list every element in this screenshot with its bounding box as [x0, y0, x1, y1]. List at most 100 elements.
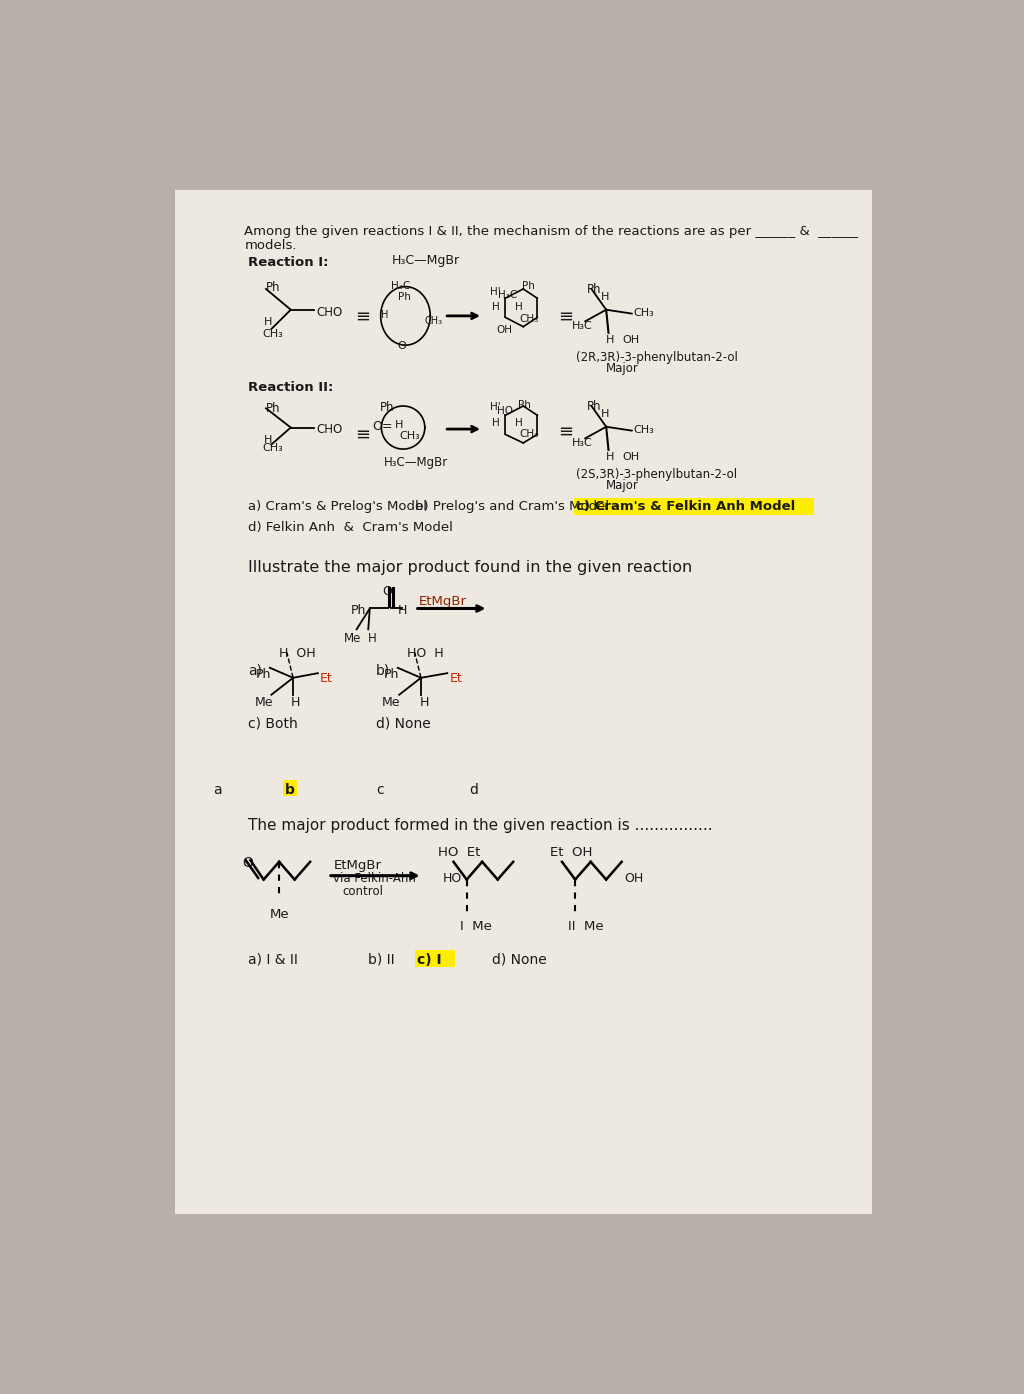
- Text: b) II: b) II: [369, 952, 395, 966]
- Text: H₃C: H₃C: [572, 438, 593, 449]
- Text: Ph: Ph: [380, 400, 394, 414]
- Text: O: O: [397, 340, 407, 350]
- Text: d) None: d) None: [493, 952, 547, 966]
- Text: Me: Me: [343, 631, 360, 644]
- Text: ≡: ≡: [558, 422, 573, 441]
- Text: H: H: [606, 335, 614, 346]
- Text: d) Felkin Anh  &  Cram's Model: d) Felkin Anh & Cram's Model: [248, 521, 453, 534]
- Text: CH₃: CH₃: [262, 443, 283, 453]
- Text: H': H': [489, 287, 501, 297]
- Text: H: H: [263, 435, 272, 445]
- Text: CHO: CHO: [316, 422, 343, 436]
- Text: a) I & II: a) I & II: [248, 952, 298, 966]
- Text: Reaction II:: Reaction II:: [248, 382, 334, 395]
- Text: control: control: [343, 885, 384, 898]
- Text: c: c: [376, 783, 384, 797]
- Text: EtMgBr: EtMgBr: [334, 859, 381, 871]
- Text: Ph: Ph: [397, 291, 411, 302]
- Text: Me: Me: [270, 907, 290, 921]
- Text: Ph: Ph: [587, 283, 601, 296]
- Text: b: b: [285, 783, 295, 797]
- Text: CH₃: CH₃: [424, 316, 442, 326]
- Text: via Felkin-Ahn: via Felkin-Ahn: [334, 871, 416, 885]
- Bar: [174, 191, 872, 1214]
- Text: H: H: [291, 696, 300, 710]
- Text: Ph: Ph: [266, 401, 281, 415]
- Text: Ph: Ph: [521, 282, 535, 291]
- Text: OH: OH: [496, 325, 512, 335]
- Bar: [283, 781, 297, 796]
- Text: HO: HO: [497, 406, 513, 415]
- Text: H: H: [381, 309, 389, 319]
- Text: Major: Major: [606, 480, 639, 492]
- Text: ≡: ≡: [558, 308, 573, 325]
- Text: H: H: [263, 318, 272, 328]
- Text: Ph: Ph: [351, 604, 367, 618]
- Text: CHO: CHO: [316, 305, 343, 319]
- Text: models.: models.: [245, 238, 297, 252]
- Text: ≡: ≡: [355, 308, 371, 325]
- Text: Among the given reactions I & II, the mechanism of the reactions are as per ____: Among the given reactions I & II, the me…: [245, 224, 858, 238]
- Text: Et: Et: [450, 672, 463, 684]
- Text: II  Me: II Me: [568, 920, 604, 934]
- Text: Me: Me: [254, 696, 272, 710]
- Text: Ph: Ph: [518, 400, 530, 410]
- Text: OH: OH: [624, 871, 643, 885]
- Text: HO: HO: [442, 871, 462, 885]
- Text: c) Both: c) Both: [248, 717, 298, 730]
- Text: H: H: [601, 291, 609, 302]
- Text: O: O: [243, 856, 254, 870]
- Text: H₃C—MgBr: H₃C—MgBr: [384, 456, 449, 468]
- Text: HO  Et: HO Et: [438, 846, 480, 860]
- Text: b) Prelog's and Cram's Model: b) Prelog's and Cram's Model: [415, 500, 609, 513]
- Text: OH: OH: [623, 452, 640, 463]
- Text: H₃C: H₃C: [572, 321, 593, 332]
- Text: CH₃: CH₃: [633, 425, 654, 435]
- Text: a: a: [213, 783, 222, 797]
- Text: Major: Major: [606, 362, 639, 375]
- Text: (2R,3R)-3-phenylbutan-2-ol: (2R,3R)-3-phenylbutan-2-ol: [575, 350, 738, 364]
- Text: a): a): [248, 664, 262, 677]
- Text: Reaction I:: Reaction I:: [248, 256, 329, 269]
- Text: c) I: c) I: [417, 952, 441, 966]
- Text: H: H: [606, 452, 614, 463]
- Text: H: H: [515, 302, 523, 312]
- Text: Et: Et: [321, 672, 333, 684]
- Text: a) Cram's & Prelog's Model: a) Cram's & Prelog's Model: [248, 500, 427, 513]
- Text: Illustrate the major product found in the given reaction: Illustrate the major product found in th…: [248, 560, 692, 574]
- Text: H₃C: H₃C: [499, 290, 518, 301]
- Text: Ph: Ph: [256, 668, 271, 680]
- Text: H: H: [420, 696, 429, 710]
- Text: H₃C—MgBr: H₃C—MgBr: [391, 254, 460, 266]
- Text: H: H: [515, 418, 523, 428]
- Text: Ph: Ph: [384, 668, 399, 680]
- Text: b): b): [376, 664, 390, 677]
- Text: Ph: Ph: [587, 400, 601, 413]
- Bar: [573, 498, 814, 514]
- Text: H: H: [397, 604, 408, 618]
- Text: c) Cram's & Felkin Anh Model: c) Cram's & Felkin Anh Model: [575, 500, 796, 513]
- Text: CH₃: CH₃: [262, 329, 283, 339]
- Text: d) None: d) None: [376, 717, 431, 730]
- Text: I  Me: I Me: [460, 920, 492, 934]
- Text: H₃C: H₃C: [391, 282, 411, 291]
- Text: Ph: Ph: [266, 282, 281, 294]
- Text: ≡: ≡: [355, 425, 371, 443]
- Text: CH₃: CH₃: [399, 431, 420, 442]
- Text: The major product formed in the given reaction is ................: The major product formed in the given re…: [248, 818, 713, 834]
- Text: H: H: [395, 420, 403, 429]
- Text: H: H: [601, 408, 609, 420]
- Text: (2S,3R)-3-phenylbutan-2-ol: (2S,3R)-3-phenylbutan-2-ol: [575, 467, 737, 481]
- Text: Me: Me: [382, 696, 400, 710]
- Text: CH₃: CH₃: [519, 314, 539, 323]
- Text: OH: OH: [623, 335, 640, 346]
- Text: H: H: [493, 418, 500, 428]
- Text: H': H': [489, 401, 501, 413]
- Text: H: H: [493, 302, 500, 312]
- Text: O=: O=: [372, 420, 392, 434]
- Text: O: O: [382, 585, 392, 598]
- Text: HO  H: HO H: [407, 647, 443, 659]
- Text: H  OH: H OH: [280, 647, 315, 659]
- Bar: [415, 949, 455, 966]
- Text: EtMgBr: EtMgBr: [419, 595, 467, 608]
